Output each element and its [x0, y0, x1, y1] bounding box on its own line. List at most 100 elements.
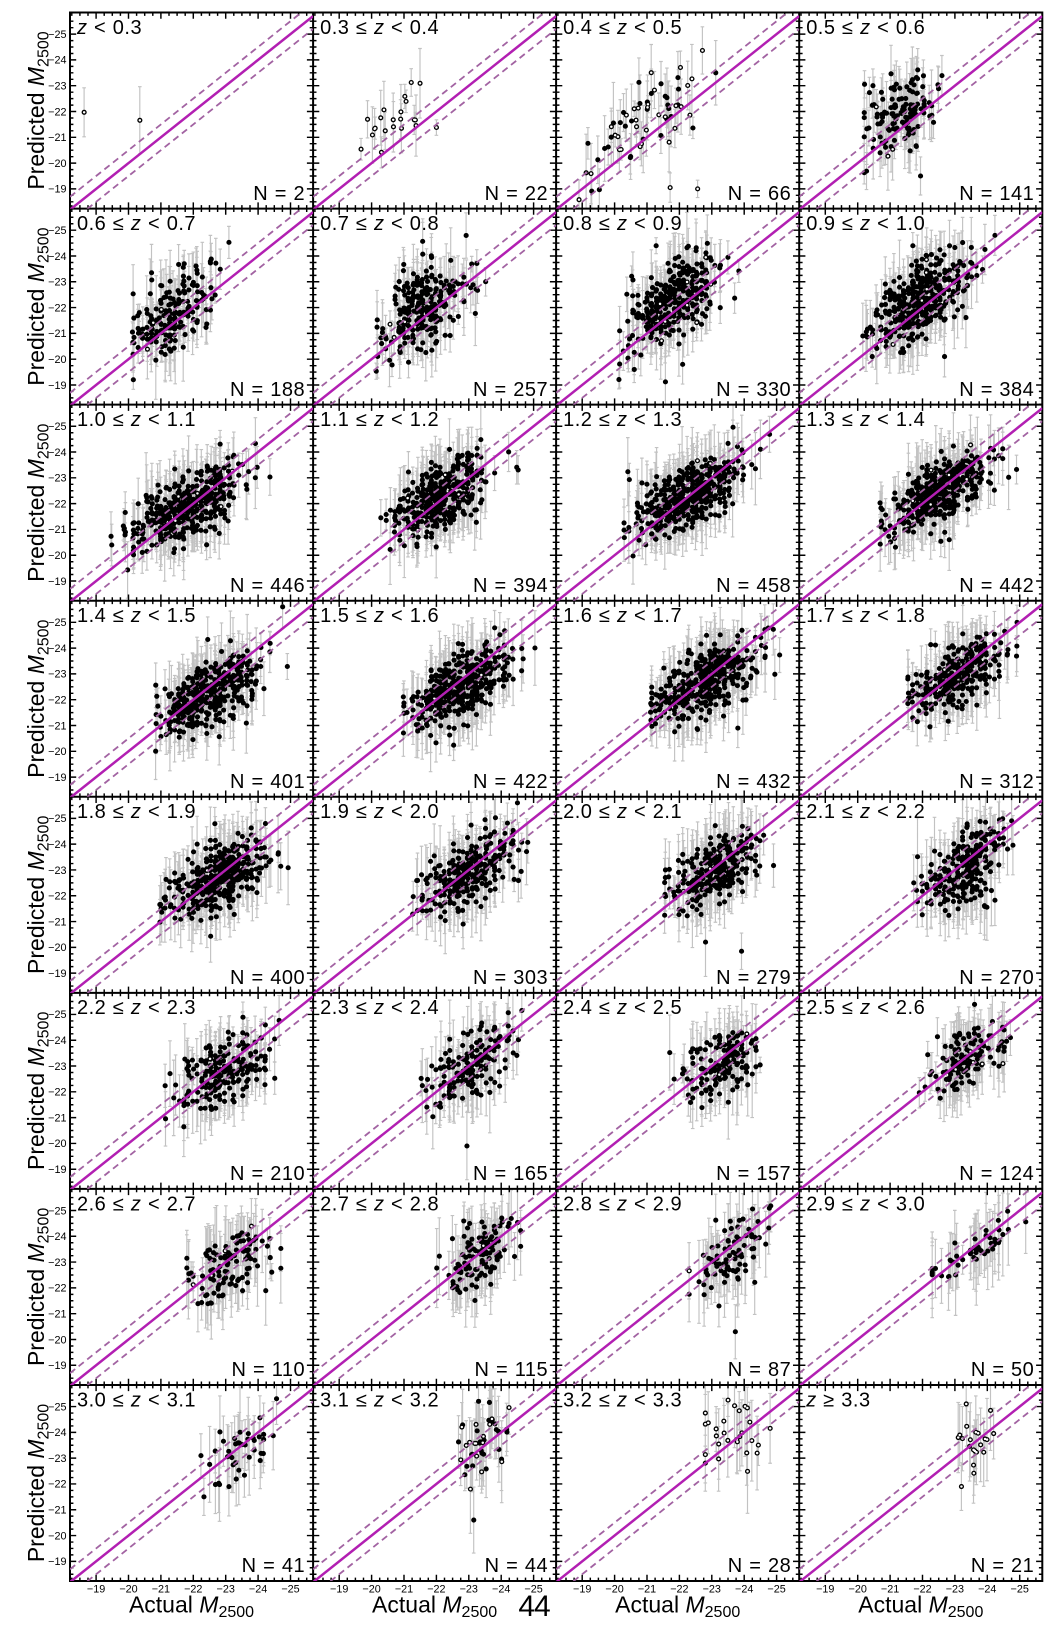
svg-text:−22: −22: [427, 1584, 445, 1596]
svg-text:−24: −24: [492, 1584, 510, 1596]
svg-text:−21: −21: [48, 1112, 66, 1124]
svg-text:N = 422: N = 422: [473, 771, 548, 793]
svg-text:−21: −21: [48, 524, 66, 536]
svg-text:−24: −24: [48, 1427, 66, 1439]
svg-text:3.0 ≤ z < 3.1: 3.0 ≤ z < 3.1: [77, 1389, 196, 1411]
svg-text:−23: −23: [48, 277, 66, 289]
svg-text:z ≥ 3.3: z ≥ 3.3: [805, 1389, 870, 1411]
svg-text:−19: −19: [816, 1584, 834, 1596]
svg-text:1.9 ≤ z < 2.0: 1.9 ≤ z < 2.0: [320, 801, 439, 823]
svg-text:44: 44: [518, 1590, 550, 1623]
svg-text:2.9 ≤ z < 3.0: 2.9 ≤ z < 3.0: [806, 1193, 925, 1215]
svg-text:−19: −19: [48, 576, 66, 588]
svg-text:N = 279: N = 279: [716, 967, 791, 989]
svg-text:−22: −22: [48, 106, 66, 118]
svg-text:−25: −25: [48, 421, 66, 433]
svg-text:−20: −20: [849, 1584, 867, 1596]
svg-text:0.3 ≤ z < 0.4: 0.3 ≤ z < 0.4: [320, 17, 439, 39]
svg-text:−25: −25: [48, 1205, 66, 1217]
svg-text:0.6 ≤ z < 0.7: 0.6 ≤ z < 0.7: [77, 213, 196, 235]
svg-text:−25: −25: [48, 813, 66, 825]
svg-text:Predicted M2500: Predicted M2500: [23, 31, 53, 189]
svg-text:2.7 ≤ z < 2.8: 2.7 ≤ z < 2.8: [320, 1193, 439, 1215]
svg-text:−23: −23: [48, 81, 66, 93]
svg-text:−24: −24: [48, 251, 66, 263]
svg-text:−21: −21: [48, 1505, 66, 1517]
svg-text:N = 330: N = 330: [716, 379, 791, 401]
svg-text:−25: −25: [48, 225, 66, 237]
svg-text:2.8 ≤ z < 2.9: 2.8 ≤ z < 2.9: [563, 1193, 682, 1215]
svg-text:N = 28: N = 28: [728, 1555, 791, 1577]
svg-text:2.4 ≤ z < 2.5: 2.4 ≤ z < 2.5: [563, 997, 682, 1019]
svg-text:−19: −19: [48, 380, 66, 392]
svg-text:−19: −19: [48, 1360, 66, 1372]
svg-text:N = 442: N = 442: [959, 575, 1034, 597]
svg-text:−20: −20: [48, 550, 66, 562]
svg-text:−21: −21: [48, 916, 66, 928]
svg-text:−25: −25: [524, 1584, 542, 1596]
svg-text:N = 157: N = 157: [716, 1163, 791, 1185]
svg-text:2.1 ≤ z < 2.2: 2.1 ≤ z < 2.2: [806, 801, 925, 823]
svg-text:0.7 ≤ z < 0.8: 0.7 ≤ z < 0.8: [320, 213, 439, 235]
svg-text:N = 165: N = 165: [473, 1163, 548, 1185]
svg-text:−20: −20: [362, 1584, 380, 1596]
svg-text:−23: −23: [48, 1061, 66, 1073]
svg-text:Predicted M2500: Predicted M2500: [23, 423, 53, 581]
svg-text:−22: −22: [48, 891, 66, 903]
svg-text:N = 87: N = 87: [728, 1359, 791, 1381]
svg-text:−22: −22: [48, 1479, 66, 1491]
svg-text:2.0 ≤ z < 2.1: 2.0 ≤ z < 2.1: [563, 801, 682, 823]
svg-text:1.5 ≤ z < 1.6: 1.5 ≤ z < 1.6: [320, 605, 439, 627]
svg-text:Actual M2500: Actual M2500: [372, 1592, 497, 1622]
svg-text:N = 394: N = 394: [473, 575, 548, 597]
svg-text:−22: −22: [913, 1584, 931, 1596]
svg-text:−24: −24: [48, 55, 66, 67]
svg-text:−23: −23: [48, 473, 66, 485]
svg-text:−21: −21: [48, 132, 66, 144]
svg-text:−23: −23: [48, 669, 66, 681]
svg-text:−20: −20: [48, 158, 66, 170]
svg-text:2.2 ≤ z < 2.3: 2.2 ≤ z < 2.3: [77, 997, 196, 1019]
svg-text:1.2 ≤ z < 1.3: 1.2 ≤ z < 1.3: [563, 409, 682, 431]
svg-text:0.4 ≤ z < 0.5: 0.4 ≤ z < 0.5: [563, 17, 682, 39]
svg-text:N = 303: N = 303: [473, 967, 548, 989]
svg-text:−25: −25: [48, 29, 66, 41]
svg-text:N = 41: N = 41: [242, 1555, 305, 1577]
svg-text:−19: −19: [48, 772, 66, 784]
svg-text:−25: −25: [48, 1009, 66, 1021]
svg-text:N = 210: N = 210: [230, 1163, 305, 1185]
svg-text:−20: −20: [48, 354, 66, 366]
svg-text:−21: −21: [881, 1584, 899, 1596]
svg-text:−25: −25: [281, 1584, 299, 1596]
svg-text:−19: −19: [48, 1164, 66, 1176]
svg-text:N = 21: N = 21: [971, 1555, 1034, 1577]
svg-text:N = 188: N = 188: [230, 379, 305, 401]
svg-text:N = 401: N = 401: [230, 771, 305, 793]
svg-text:−24: −24: [48, 643, 66, 655]
svg-text:−25: −25: [767, 1584, 785, 1596]
svg-text:−23: −23: [48, 1257, 66, 1269]
svg-text:N = 257: N = 257: [473, 379, 548, 401]
svg-text:1.0 ≤ z < 1.1: 1.0 ≤ z < 1.1: [77, 409, 196, 431]
svg-text:−20: −20: [48, 1530, 66, 1542]
svg-text:−20: −20: [48, 746, 66, 758]
svg-text:−24: −24: [735, 1584, 753, 1596]
svg-text:−24: −24: [48, 839, 66, 851]
svg-text:1.6 ≤ z < 1.7: 1.6 ≤ z < 1.7: [563, 605, 682, 627]
svg-text:−19: −19: [48, 968, 66, 980]
svg-text:N = 110: N = 110: [231, 1359, 305, 1381]
svg-text:0.5 ≤ z < 0.6: 0.5 ≤ z < 0.6: [806, 17, 925, 39]
svg-text:−23: −23: [703, 1584, 721, 1596]
svg-text:1.1 ≤ z < 1.2: 1.1 ≤ z < 1.2: [320, 409, 439, 431]
svg-text:0.8 ≤ z < 0.9: 0.8 ≤ z < 0.9: [563, 213, 682, 235]
svg-text:2.3 ≤ z < 2.4: 2.3 ≤ z < 2.4: [320, 997, 439, 1019]
svg-text:−24: −24: [48, 1231, 66, 1243]
svg-text:N = 384: N = 384: [959, 379, 1034, 401]
svg-text:−22: −22: [670, 1584, 688, 1596]
svg-text:−25: −25: [48, 617, 66, 629]
svg-text:1.7 ≤ z < 1.8: 1.7 ≤ z < 1.8: [806, 605, 925, 627]
svg-text:−19: −19: [573, 1584, 591, 1596]
svg-text:−23: −23: [460, 1584, 478, 1596]
svg-text:z < 0.3: z < 0.3: [76, 17, 142, 39]
svg-text:−21: −21: [152, 1584, 170, 1596]
